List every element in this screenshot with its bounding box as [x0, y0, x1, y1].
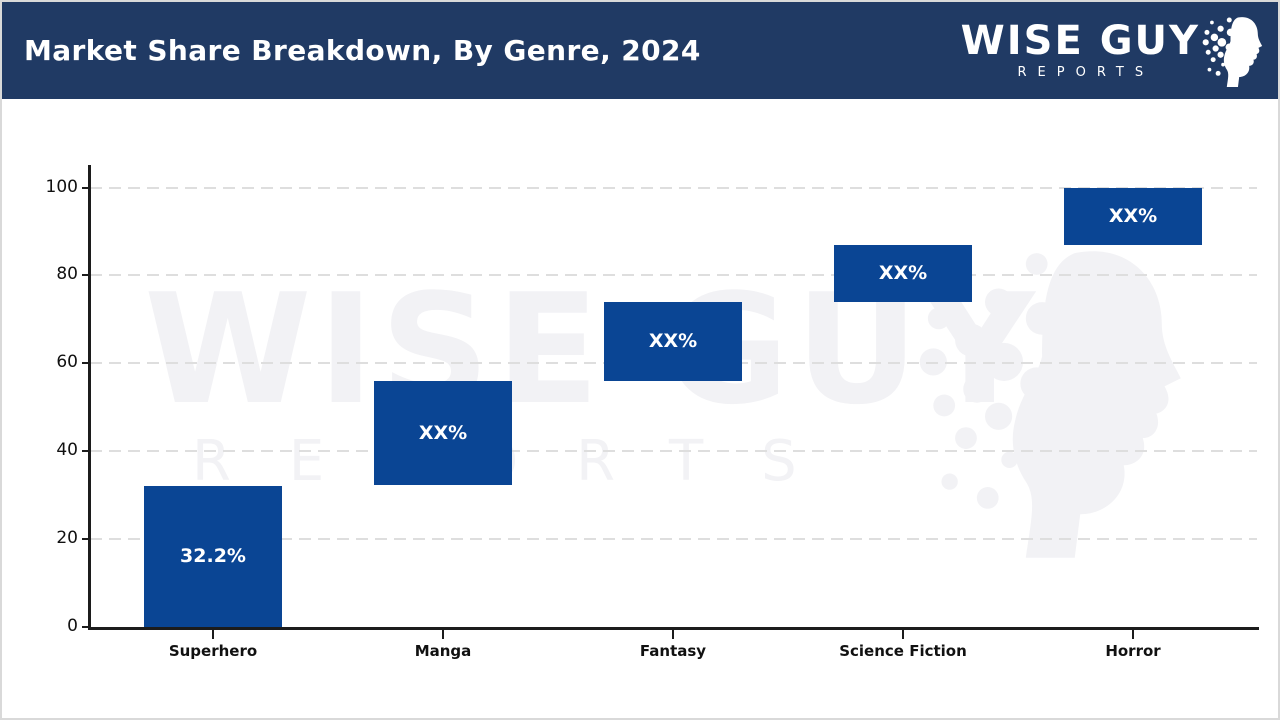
watermark-subtext: REPORTS: [192, 429, 855, 494]
x-tick-label: Superhero: [168, 642, 258, 660]
logo-head-icon: [1202, 16, 1263, 87]
y-tick-label: 0: [67, 616, 78, 636]
x-tick-label: Manga: [414, 642, 472, 660]
y-tick-mark: [82, 538, 90, 541]
y-tick-label: 60: [56, 352, 78, 373]
x-tick-mark: [212, 630, 214, 639]
y-axis: [88, 165, 91, 630]
y-tick-label: 100: [45, 176, 78, 197]
x-tick-mark: [672, 630, 674, 639]
gridline-y40: [90, 450, 1257, 453]
bar-value-label: XX%: [878, 262, 928, 285]
chart-title: Market Share Breakdown, By Genre, 2024: [24, 34, 701, 67]
brand-logo-line2: REPORTS: [1017, 65, 1155, 80]
bar-value-label: XX%: [418, 422, 468, 445]
x-axis: [88, 627, 1259, 630]
bar-value-label: XX%: [1108, 205, 1158, 228]
chart-bar-horror: XX%: [1064, 187, 1202, 245]
y-tick-label: 80: [56, 264, 78, 285]
x-tick-mark: [1132, 630, 1134, 639]
brand-logo: WISE GUY REPORTS: [961, 11, 1264, 91]
x-tick-label: Horror: [1105, 642, 1161, 660]
y-tick-mark: [82, 186, 90, 189]
x-tick-label: Fantasy: [639, 642, 707, 660]
bar-value-label: 32.2%: [180, 545, 246, 568]
chart-bar-fantasy: XX%: [604, 301, 742, 381]
y-tick-mark: [82, 362, 90, 365]
y-tick-label: 20: [56, 528, 78, 549]
chart-bar-superhero: 32.2%: [144, 485, 282, 627]
y-tick-mark: [82, 450, 90, 453]
brand-logo-line1: WISE GUY: [960, 18, 1200, 64]
y-tick-mark: [82, 274, 90, 277]
x-tick-mark: [442, 630, 444, 639]
brand-logo-text: WISE GUY REPORTS: [961, 21, 1200, 80]
gridline-y100: [90, 186, 1257, 189]
x-tick-label: Science Fiction: [839, 642, 967, 660]
chart-bar-science-fiction: XX%: [834, 244, 972, 302]
bar-value-label: XX%: [648, 330, 698, 353]
y-tick-mark: [82, 626, 90, 628]
gridline-y20: [90, 538, 1257, 541]
gridline-y80: [90, 274, 1257, 277]
header-bar: Market Share Breakdown, By Genre, 2024 W…: [2, 2, 1278, 99]
x-tick-mark: [902, 630, 904, 639]
chart-bar-manga: XX%: [374, 380, 512, 486]
y-tick-label: 40: [56, 440, 78, 461]
